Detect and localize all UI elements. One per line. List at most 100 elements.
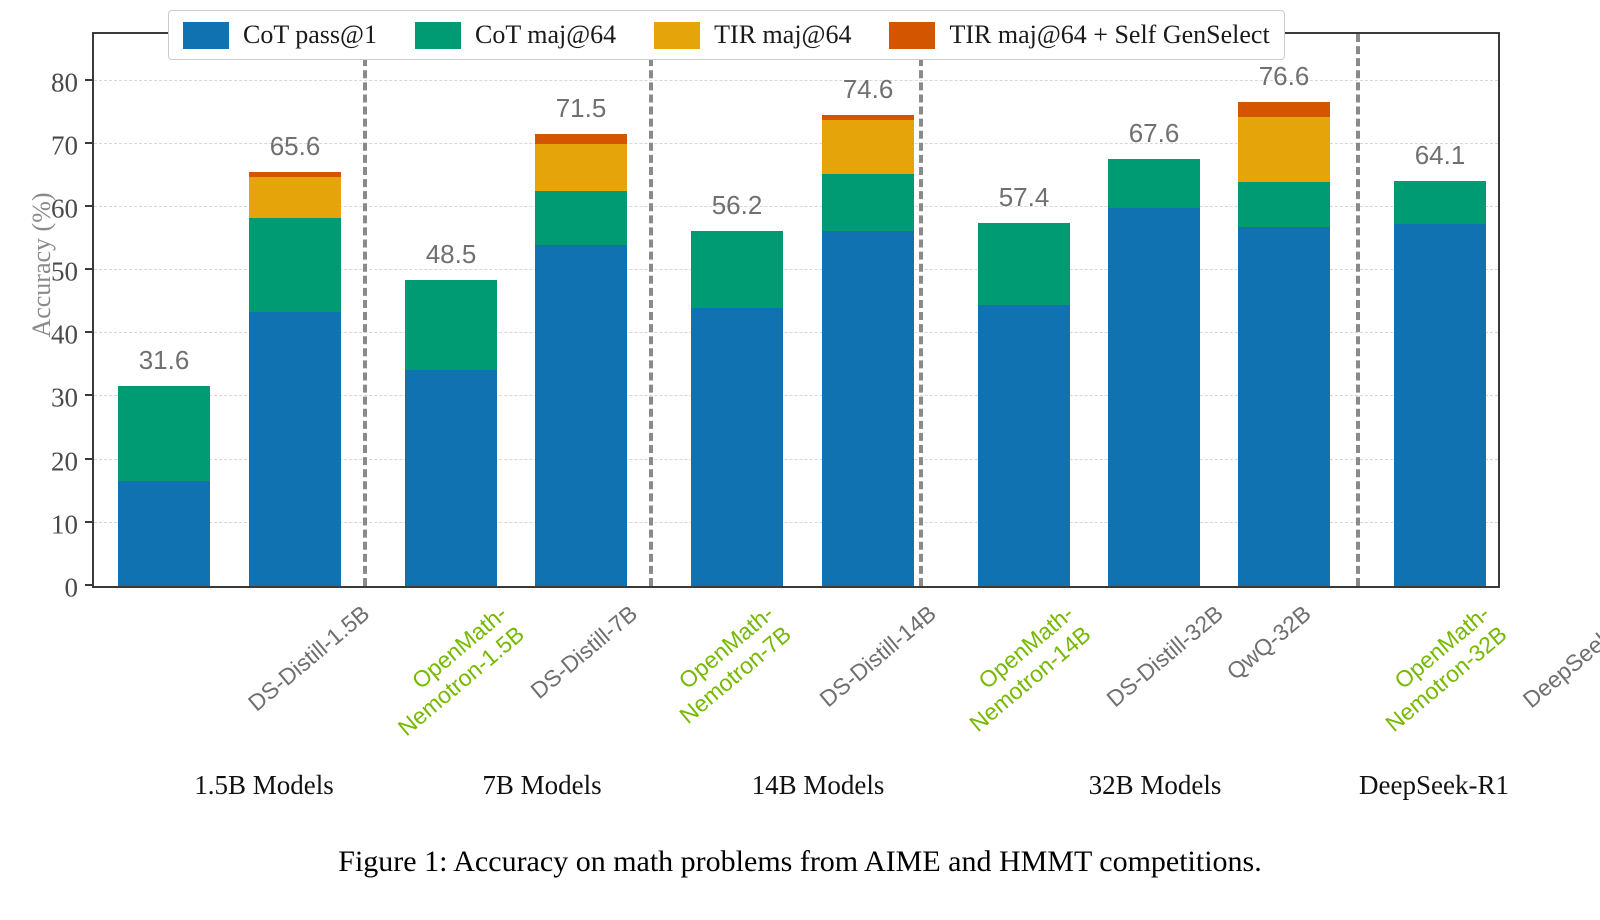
bar-segment-tir-maj64[interactable] bbox=[535, 144, 627, 192]
stacked-bar[interactable] bbox=[822, 114, 914, 586]
stacked-bar[interactable] bbox=[249, 171, 341, 586]
bar-value-label: 76.6 bbox=[1258, 61, 1310, 92]
bar-segment-cot-pass1[interactable] bbox=[978, 305, 1070, 586]
bar-segment-cot-pass1[interactable] bbox=[691, 308, 783, 586]
stacked-bar[interactable] bbox=[1108, 158, 1200, 586]
bar-group[interactable]: 56.2 bbox=[691, 30, 783, 586]
stacked-bar[interactable] bbox=[1238, 102, 1330, 586]
y-tick-label: 60 bbox=[51, 193, 78, 224]
bar-group[interactable]: 57.4 bbox=[978, 30, 1070, 586]
gridline bbox=[94, 395, 1498, 397]
bar-value-label: 56.2 bbox=[711, 189, 763, 220]
x-tick-label-line: QwQ-32B bbox=[1221, 600, 1316, 685]
stacked-bar[interactable] bbox=[535, 134, 627, 586]
y-tick-label: 0 bbox=[64, 572, 79, 603]
bar-segment-cot-maj64[interactable] bbox=[1394, 181, 1486, 224]
group-label: 14B Models bbox=[751, 770, 885, 800]
bar-segment-cot-pass1[interactable] bbox=[1394, 223, 1486, 586]
y-tick-mark bbox=[85, 204, 94, 207]
x-tick-label: DeepSeek-R1 bbox=[1518, 600, 1600, 714]
bar-segment-cot-maj64[interactable] bbox=[1238, 181, 1330, 228]
bar-segment-tir-genselect[interactable] bbox=[1238, 102, 1330, 117]
bar-segment-cot-maj64[interactable] bbox=[249, 218, 341, 313]
y-tick-label: 40 bbox=[51, 319, 78, 350]
bar-group[interactable]: 67.6 bbox=[1108, 30, 1200, 586]
legend-item[interactable]: CoT pass@1 bbox=[183, 20, 377, 50]
bar-group[interactable]: 76.6 bbox=[1238, 30, 1330, 586]
group-label: 1.5B Models bbox=[194, 770, 334, 800]
figure-caption: Figure 1: Accuracy on math problems from… bbox=[338, 845, 1262, 878]
legend-swatch-icon bbox=[414, 21, 461, 49]
legend-label: CoT pass@1 bbox=[243, 20, 377, 49]
group-label: 32B Models bbox=[1088, 770, 1222, 800]
bar-segment-tir-genselect[interactable] bbox=[249, 171, 341, 177]
y-tick-mark bbox=[85, 520, 94, 523]
x-tick-label: DS-Distill-1.5B bbox=[243, 600, 375, 717]
group-separator bbox=[649, 34, 653, 586]
bar-segment-tir-maj64[interactable] bbox=[1238, 116, 1330, 182]
x-tick-label: OpenMath- Nemotron-14B bbox=[947, 600, 1096, 738]
bar-value-label: 74.6 bbox=[842, 73, 894, 104]
y-tick-mark bbox=[85, 141, 94, 144]
bar-segment-cot-maj64[interactable] bbox=[822, 174, 914, 231]
bar-segment-cot-pass1[interactable] bbox=[405, 369, 497, 586]
bar-value-label: 48.5 bbox=[425, 238, 477, 269]
stacked-bar[interactable] bbox=[118, 386, 210, 586]
legend-item[interactable]: TIR maj@64 bbox=[654, 20, 851, 50]
x-tick-label: OpenMath- Nemotron-7B bbox=[657, 600, 797, 729]
stacked-bar[interactable] bbox=[691, 230, 783, 586]
gridline bbox=[94, 521, 1498, 523]
x-tick-label: DS-Distill-14B bbox=[814, 600, 941, 713]
y-tick-mark bbox=[85, 457, 94, 460]
bar-segment-cot-pass1[interactable] bbox=[535, 244, 627, 586]
group-label: 7B Models bbox=[482, 770, 602, 800]
y-tick-mark bbox=[85, 268, 94, 271]
gridline bbox=[94, 458, 1498, 460]
y-tick-mark bbox=[85, 78, 94, 81]
bar-segment-cot-pass1[interactable] bbox=[118, 481, 210, 586]
bar-segment-cot-maj64[interactable] bbox=[691, 230, 783, 308]
gridline bbox=[94, 269, 1498, 271]
y-tick-label: 80 bbox=[51, 67, 78, 98]
bar-segment-tir-maj64[interactable] bbox=[249, 176, 341, 219]
y-tick-mark bbox=[85, 394, 94, 397]
bar-group[interactable]: 65.6 bbox=[249, 30, 341, 586]
y-tick-label: 10 bbox=[51, 509, 78, 540]
bar-segment-cot-pass1[interactable] bbox=[1238, 227, 1330, 586]
group-separator bbox=[363, 34, 367, 586]
stacked-bar[interactable] bbox=[978, 223, 1070, 586]
x-tick-label: DS-Distill-7B bbox=[525, 600, 642, 705]
x-tick-label-line: DS-Distill-14B bbox=[814, 600, 941, 712]
bar-group[interactable]: 64.1 bbox=[1394, 30, 1486, 586]
bar-segment-cot-maj64[interactable] bbox=[978, 223, 1070, 306]
bar-segment-cot-pass1[interactable] bbox=[1108, 208, 1200, 586]
bar-segment-cot-maj64[interactable] bbox=[405, 279, 497, 370]
gridline bbox=[94, 79, 1498, 81]
bar-value-label: 31.6 bbox=[138, 345, 190, 376]
bar-group[interactable]: 48.5 bbox=[405, 30, 497, 586]
x-tick-label-line: DS-Distill-32B bbox=[1101, 600, 1228, 712]
legend-swatch-icon bbox=[654, 21, 701, 49]
legend-item[interactable]: CoT maj@64 bbox=[414, 20, 617, 50]
bar-segment-tir-genselect[interactable] bbox=[822, 114, 914, 120]
bar-segment-cot-maj64[interactable] bbox=[535, 191, 627, 245]
legend-item[interactable]: TIR maj@64 + Self GenSelect bbox=[889, 20, 1270, 50]
bar-value-label: 67.6 bbox=[1128, 117, 1180, 148]
stacked-bar[interactable] bbox=[1394, 181, 1486, 586]
bar-segment-cot-maj64[interactable] bbox=[1108, 158, 1200, 209]
bar-group[interactable]: 71.5 bbox=[535, 30, 627, 586]
bar-group[interactable]: 31.6 bbox=[118, 30, 210, 586]
bar-segment-cot-pass1[interactable] bbox=[249, 312, 341, 586]
x-tick-label: OpenMath- Nemotron-32B bbox=[1363, 600, 1512, 738]
bar-segment-cot-maj64[interactable] bbox=[118, 386, 210, 482]
bar-value-label: 71.5 bbox=[555, 93, 607, 124]
y-tick-label: 30 bbox=[51, 382, 78, 413]
legend-label: CoT maj@64 bbox=[474, 20, 617, 49]
bar-group[interactable]: 74.6 bbox=[822, 30, 914, 586]
bar-segment-cot-pass1[interactable] bbox=[822, 230, 914, 586]
bar-segment-tir-genselect[interactable] bbox=[535, 134, 627, 145]
stacked-bar[interactable] bbox=[405, 279, 497, 586]
bar-segment-tir-maj64[interactable] bbox=[822, 119, 914, 175]
y-tick-label: 20 bbox=[51, 446, 78, 477]
x-tick-label-line: DS-Distill-1.5B bbox=[242, 600, 375, 717]
